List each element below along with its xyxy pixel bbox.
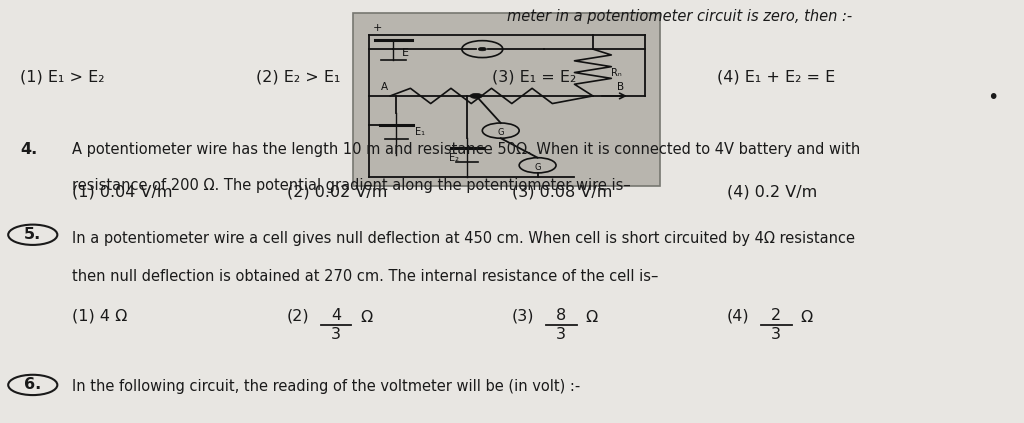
Text: (4) 0.2 V/m: (4) 0.2 V/m bbox=[727, 184, 817, 199]
Text: (1) E₁ > E₂: (1) E₁ > E₂ bbox=[20, 70, 105, 85]
Text: 3: 3 bbox=[331, 327, 341, 342]
Text: In the following circuit, the reading of the voltmeter will be (in volt) :-: In the following circuit, the reading of… bbox=[72, 379, 580, 393]
Text: A potentiometer wire has the length 10 m and resistance 50Ω. When it is connecte: A potentiometer wire has the length 10 m… bbox=[72, 142, 860, 157]
Text: 3: 3 bbox=[556, 327, 566, 342]
Text: 5.: 5. bbox=[25, 227, 41, 242]
Text: 4: 4 bbox=[331, 308, 341, 323]
Circle shape bbox=[478, 47, 486, 51]
Text: 6.: 6. bbox=[25, 377, 41, 393]
Text: +: + bbox=[373, 23, 383, 33]
Text: (3) E₁ = E₂: (3) E₁ = E₂ bbox=[492, 70, 575, 85]
Text: Ω: Ω bbox=[801, 310, 813, 325]
Text: G: G bbox=[498, 128, 504, 137]
Text: E₂: E₂ bbox=[449, 154, 459, 163]
FancyBboxPatch shape bbox=[353, 13, 660, 186]
Text: (2) E₂ > E₁: (2) E₂ > E₁ bbox=[256, 70, 340, 85]
Text: (2): (2) bbox=[287, 309, 309, 324]
Text: then null deflection is obtained at 270 cm. The internal resistance of the cell : then null deflection is obtained at 270 … bbox=[72, 269, 658, 283]
Text: E: E bbox=[402, 47, 409, 58]
Text: meter in a potentiometer circuit is zero, then :-: meter in a potentiometer circuit is zero… bbox=[507, 9, 852, 24]
Text: •: • bbox=[987, 88, 999, 107]
Text: E₁: E₁ bbox=[415, 127, 425, 137]
Text: (1) 4 Ω: (1) 4 Ω bbox=[72, 309, 127, 324]
Text: B: B bbox=[617, 82, 625, 93]
Text: Rₙ: Rₙ bbox=[611, 69, 622, 78]
Text: (4): (4) bbox=[727, 309, 750, 324]
Text: A: A bbox=[381, 82, 388, 93]
Text: (3): (3) bbox=[512, 309, 535, 324]
Text: (3) 0.08 V/m: (3) 0.08 V/m bbox=[512, 184, 612, 199]
Text: 3: 3 bbox=[771, 327, 781, 342]
Text: (1) 0.04 V/m: (1) 0.04 V/m bbox=[72, 184, 172, 199]
Text: 4.: 4. bbox=[20, 142, 38, 157]
Text: Ω: Ω bbox=[360, 310, 373, 325]
Text: (4) E₁ + E₂ = E: (4) E₁ + E₂ = E bbox=[717, 70, 835, 85]
Text: G: G bbox=[535, 163, 541, 172]
Text: In a potentiometer wire a cell gives null deflection at 450 cm. When cell is sho: In a potentiometer wire a cell gives nul… bbox=[72, 231, 855, 245]
Text: resistance of 200 Ω. The potential gradient along the potentiometer wire is–: resistance of 200 Ω. The potential gradi… bbox=[72, 178, 631, 192]
Circle shape bbox=[470, 93, 482, 99]
Text: Ω: Ω bbox=[586, 310, 598, 325]
Text: 8: 8 bbox=[556, 308, 566, 323]
Text: 2: 2 bbox=[771, 308, 781, 323]
Text: (2) 0.02 V/m: (2) 0.02 V/m bbox=[287, 184, 387, 199]
